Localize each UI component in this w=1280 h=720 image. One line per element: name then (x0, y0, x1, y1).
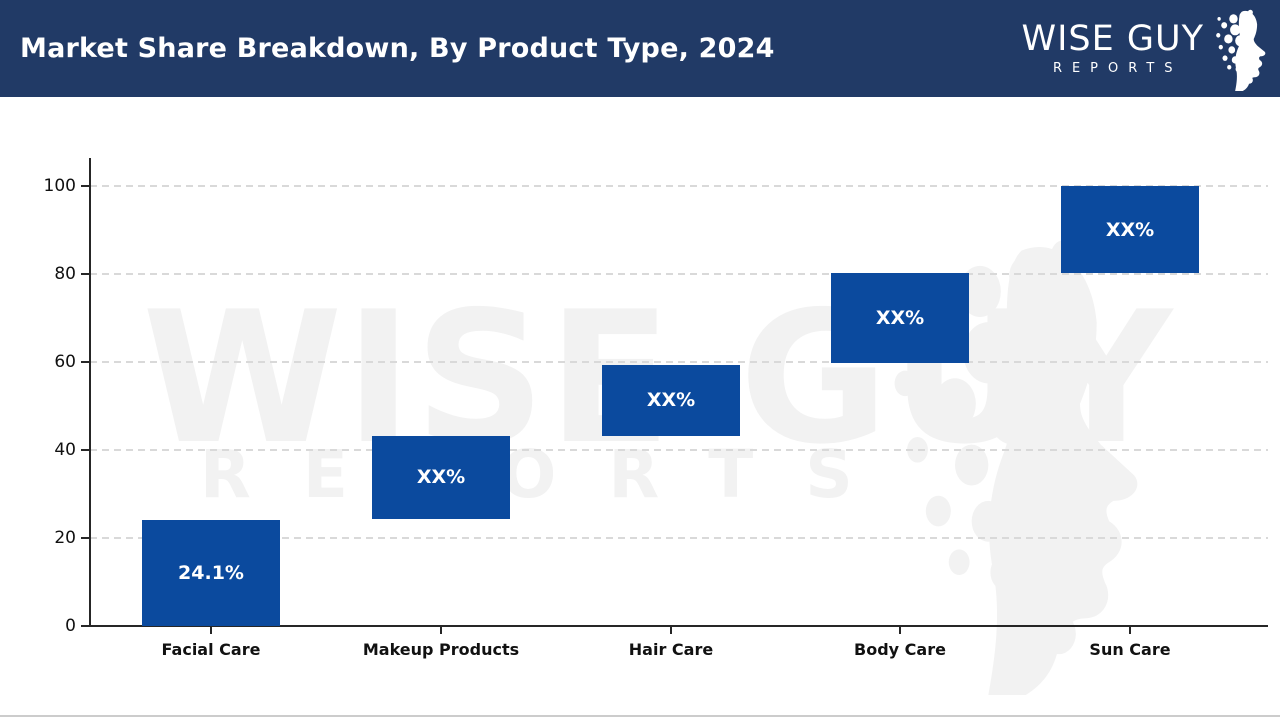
logo-wordmark-block: WISE GUY REPORTS (1021, 18, 1204, 76)
gridline-y20 (90, 537, 1268, 539)
wiseguy-head-icon (1216, 9, 1266, 91)
bottom-divider (0, 715, 1280, 717)
bar-value-label: XX% (416, 466, 466, 489)
gridline-y60 (90, 361, 1268, 363)
gridline-y80 (90, 273, 1268, 275)
y-tick-100 (81, 185, 89, 187)
header-banner: Market Share Breakdown, By Product Type,… (0, 0, 1280, 97)
page-title: Market Share Breakdown, By Product Type,… (20, 33, 775, 64)
x-tick-label: Hair Care (628, 640, 714, 659)
y-tick-40 (81, 449, 89, 451)
y-tick-0 (81, 625, 89, 627)
y-tick-label: 40 (54, 440, 76, 460)
bar-value-label: XX% (875, 306, 925, 329)
x-tick-2 (440, 627, 442, 634)
bar-hair-care: XX% (602, 365, 740, 436)
y-tick-label: 100 (43, 176, 76, 196)
x-tick-label: Sun Care (1089, 640, 1171, 659)
bar-makeup-products: XX% (372, 435, 510, 520)
y-tick-label: 80 (54, 264, 76, 284)
y-tick-label: 20 (54, 528, 76, 548)
x-tick-label: Makeup Products (362, 640, 520, 659)
y-tick-60 (81, 361, 89, 363)
bar-sun-care: XX% (1061, 186, 1199, 274)
bar-body-care: XX% (831, 273, 969, 363)
x-tick-4 (899, 627, 901, 634)
x-tick-5 (1129, 627, 1131, 634)
y-axis-line (89, 158, 91, 627)
y-tick-20 (81, 537, 89, 539)
y-tick-label: 0 (65, 616, 76, 636)
x-tick-3 (670, 627, 672, 634)
bar-value-label: XX% (646, 389, 696, 412)
chart-area: WISE GUY REPORTS 0 20 40 60 80 100 24.1% Facial… (0, 97, 1280, 720)
x-tick-label: Facial Care (161, 640, 261, 659)
wiseguy-logo: WISE GUY REPORTS (1021, 7, 1274, 91)
logo-subtext: REPORTS (1052, 60, 1183, 76)
logo-wordmark: WISE GUY (1021, 18, 1204, 59)
x-axis-line (81, 625, 1268, 627)
watermark-subtext: REPORTS (200, 436, 905, 513)
plot-region: 0 20 40 60 80 100 24.1% Facial Care XX% Makeup Pr… (0, 97, 1280, 720)
bar-value-label: XX% (1105, 218, 1155, 241)
bar-facial-care: 24.1% (142, 519, 280, 626)
x-tick-label: Body Care (854, 640, 946, 659)
gridline-y40 (90, 449, 1268, 451)
y-tick-label: 60 (54, 352, 76, 372)
bar-value-label: 24.1% (178, 561, 244, 584)
y-tick-80 (81, 273, 89, 275)
x-tick-1 (210, 627, 212, 634)
gridline-y100 (90, 185, 1268, 187)
